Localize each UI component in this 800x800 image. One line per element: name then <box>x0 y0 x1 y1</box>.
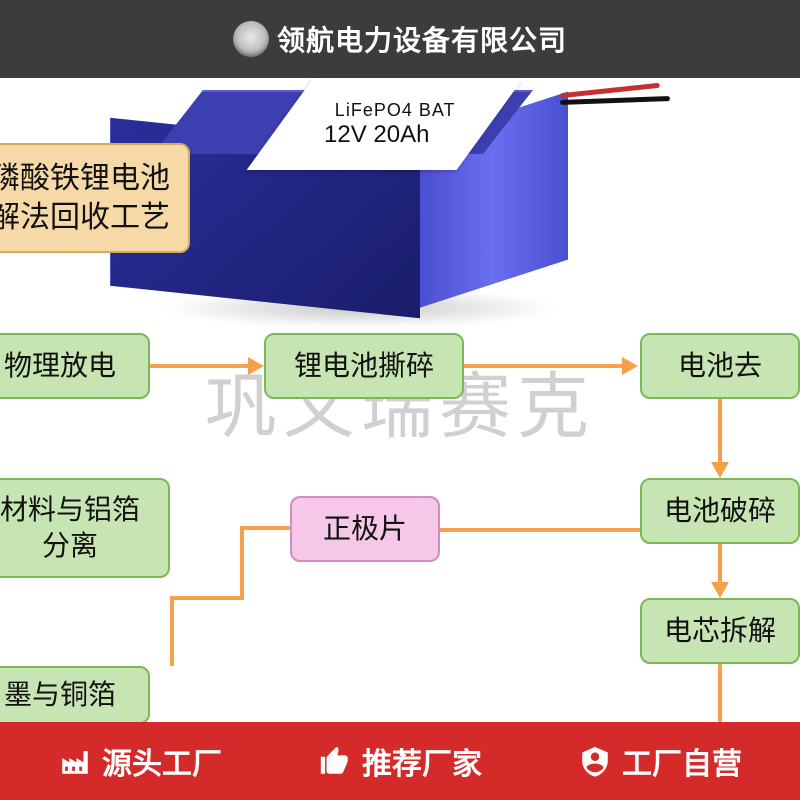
node-discharge: 物理放电 <box>0 333 150 399</box>
diagram-area: LiFePO4 BAT 12V 20Ah 巩义瑞赛克 磷酸铁锂电池 解法回收工艺… <box>0 78 800 722</box>
node-dis-cell: 电芯拆解 <box>640 598 800 664</box>
footer-tag: 推荐厂家 <box>318 739 482 783</box>
edge <box>718 399 722 465</box>
arrowhead-icon <box>711 462 729 478</box>
company-name: 领航电力设备有限公司 <box>277 19 567 59</box>
node-crush: 电池破碎 <box>640 478 800 544</box>
node-strip: 电池去 <box>640 333 800 399</box>
footer-tag-label: 推荐厂家 <box>362 739 482 783</box>
edge <box>440 528 640 532</box>
battery-wire-red-icon <box>560 83 660 98</box>
battery-product-image: LiFePO4 BAT 12V 20Ah <box>130 78 570 328</box>
node-title: 磷酸铁锂电池 解法回收工艺 <box>0 143 190 253</box>
footer-tag-label: 源头工厂 <box>102 739 222 783</box>
edge <box>170 596 174 666</box>
edge <box>240 528 244 598</box>
edge <box>240 526 290 530</box>
edge <box>718 544 722 584</box>
recommend-icon <box>318 744 352 778</box>
canvas-root: 领航电力设备有限公司 LiFePO4 BAT 12V 20Ah 巩义瑞赛克 磷酸… <box>0 0 800 800</box>
header-bar: 领航电力设备有限公司 <box>0 0 800 78</box>
battery-wire-black-icon <box>560 96 670 105</box>
edge <box>464 364 624 368</box>
edge <box>718 664 722 722</box>
company-logo-icon <box>233 21 269 57</box>
footer-tag: 工厂自营 <box>578 739 742 783</box>
battery-label-line1: LiFePO4 BAT <box>335 100 456 121</box>
node-cathode: 正极片 <box>290 496 440 562</box>
footer-tag-label: 工厂自营 <box>622 739 742 783</box>
battery-label-line2: 12V 20Ah <box>325 121 430 149</box>
factory-icon <box>58 744 92 778</box>
edge <box>150 364 250 368</box>
arrowhead-icon <box>622 357 638 375</box>
node-sep-al: 材料与铝箔 分离 <box>0 478 170 578</box>
footer-bar: 源头工厂 推荐厂家 工厂自营 <box>0 722 800 800</box>
arrowhead-icon <box>711 582 729 598</box>
self-run-icon <box>578 744 612 778</box>
node-sep-cu: 墨与铜箔 <box>0 666 150 724</box>
edge <box>170 596 244 600</box>
footer-tag: 源头工厂 <box>58 739 222 783</box>
arrowhead-icon <box>248 357 264 375</box>
node-shred: 锂电池撕碎 <box>264 333 464 399</box>
